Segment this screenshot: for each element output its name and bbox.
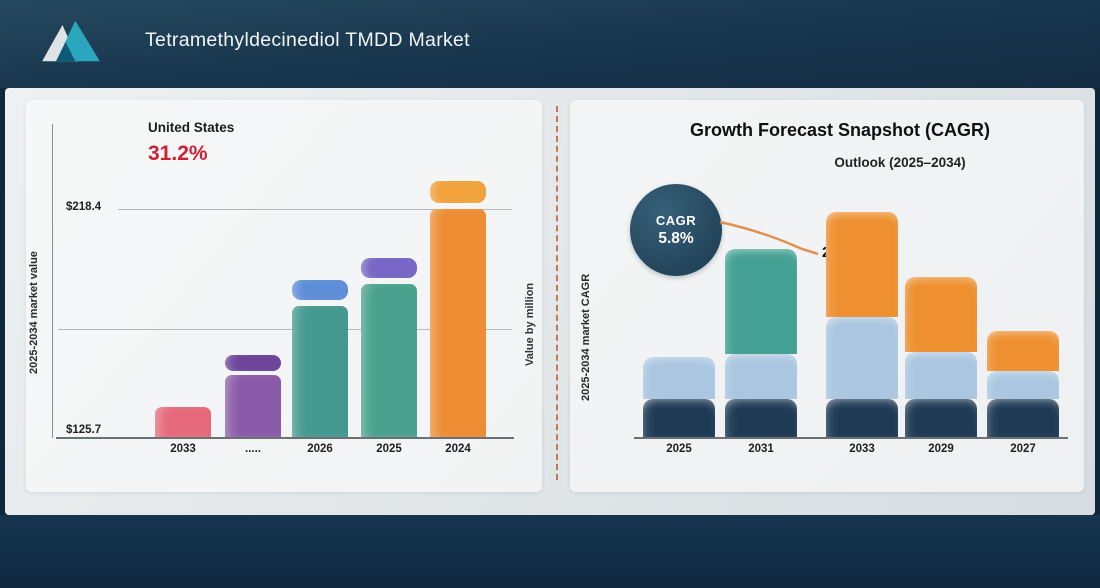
x-label-2033: 2033 <box>849 443 875 455</box>
right-y-axis-label: 2025-2034 market CAGR <box>580 273 592 402</box>
stacked-bar-2027 <box>987 331 1059 437</box>
cagr-badge: CAGR 5.8% <box>630 184 722 276</box>
x-label-2031: 2031 <box>748 443 774 455</box>
stacked-bar-2031 <box>725 249 797 437</box>
bar-segment <box>725 354 797 399</box>
panel-divider <box>556 106 558 480</box>
left-x-axis-line <box>56 437 514 439</box>
bar-segment <box>987 399 1059 437</box>
stacked-bar-2025 <box>643 357 715 437</box>
right-chart-title: Growth Forecast Snapshot (CAGR) <box>689 120 990 140</box>
left-y-axis-label: 2025-2034 market value <box>28 251 40 374</box>
stacked-bar-2029 <box>905 277 977 437</box>
bar-..... <box>225 375 281 437</box>
right-chart-subtitle: Outlook (2025–2034) <box>834 155 966 170</box>
bar-cap-..... <box>225 355 281 371</box>
bar-segment <box>905 399 977 437</box>
bar-segment <box>987 371 1059 399</box>
brand-logo-icon <box>40 18 102 69</box>
x-label-2026: 2026 <box>307 443 333 455</box>
x-label-2025: 2025 <box>666 443 692 455</box>
bar-segment <box>826 212 898 317</box>
bar-segment <box>725 249 797 354</box>
y-tick-bottom: $125.7 <box>66 424 102 436</box>
right-x-axis-line <box>634 437 1068 439</box>
header-bar: Tetramethyldecinediol TMDD Market <box>0 0 1100 88</box>
gridline-top <box>118 209 512 210</box>
gridline-mid <box>58 329 512 330</box>
bar-2024 <box>430 209 486 437</box>
cagr-badge-label: CAGR <box>655 212 697 228</box>
x-label-2027: 2027 <box>1010 443 1036 455</box>
bar-segment <box>725 399 797 437</box>
bar-2033 <box>155 407 211 437</box>
y-tick-top: $218.4 <box>66 201 102 213</box>
region-label: United States <box>148 120 235 135</box>
bar-2026 <box>292 306 348 437</box>
page-title: Tetramethyldecinediol TMDD Market <box>145 29 470 51</box>
bar-segment <box>643 399 715 437</box>
bar-segment <box>905 352 977 399</box>
stacked-bar-2033 <box>826 212 898 437</box>
bar-cap-2024 <box>430 181 486 203</box>
x-label-2025: 2025 <box>376 443 402 455</box>
bar-2025 <box>361 284 417 437</box>
bar-segment <box>826 317 898 399</box>
x-label-.....: ..... <box>245 443 261 455</box>
bar-cap-2025 <box>361 258 417 278</box>
bar-cap-2026 <box>292 280 348 300</box>
footer-bar: @ All Market Analysis Snapshot GlobalTet… <box>0 515 1100 588</box>
bar-segment <box>905 277 977 352</box>
bar-segment <box>826 399 898 437</box>
x-label-2029: 2029 <box>928 443 954 455</box>
cagr-badge-value: 5.8% <box>658 229 694 247</box>
divider-axis-label: Value by million <box>524 282 536 366</box>
bar-segment <box>643 357 715 399</box>
x-label-2033: 2033 <box>170 443 196 455</box>
left-y-axis-line <box>52 124 53 438</box>
bar-segment <box>987 331 1059 371</box>
market-share-value: 31.2% <box>148 142 208 165</box>
x-label-2024: 2024 <box>445 443 471 455</box>
